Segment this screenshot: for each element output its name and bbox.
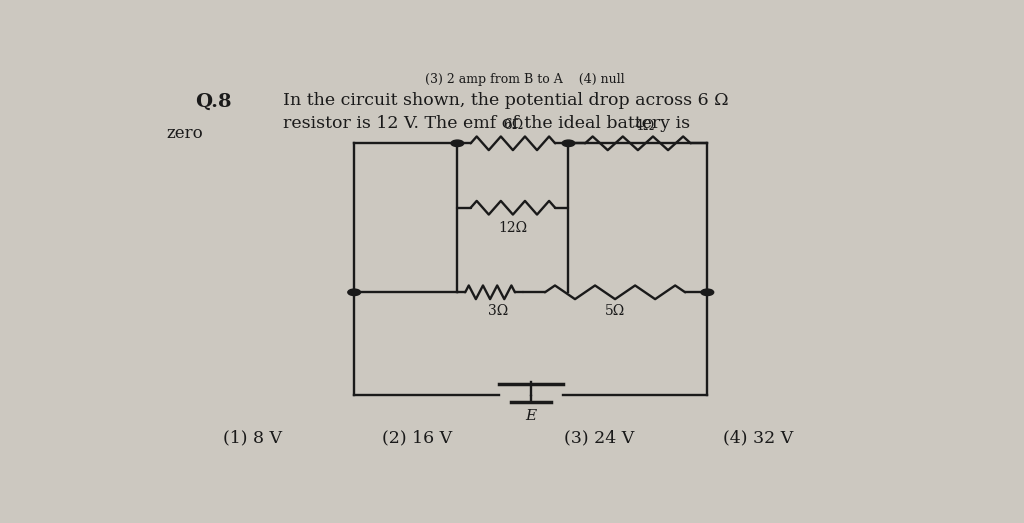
Text: 6Ω: 6Ω [503, 118, 523, 132]
Text: zero: zero [166, 125, 203, 142]
Text: (3) 24 V: (3) 24 V [564, 429, 635, 446]
Text: 4Ω: 4Ω [635, 119, 655, 133]
Text: 3Ω: 3Ω [487, 303, 508, 317]
Text: (4) 32 V: (4) 32 V [723, 429, 794, 446]
Text: (3) 2 amp from B to A    (4) null: (3) 2 amp from B to A (4) null [425, 73, 625, 86]
Text: E: E [525, 409, 537, 423]
Text: (2) 16 V: (2) 16 V [382, 429, 452, 446]
Text: (1) 8 V: (1) 8 V [223, 429, 283, 446]
Text: In the circuit shown, the potential drop across 6 Ω: In the circuit shown, the potential drop… [283, 92, 728, 109]
Circle shape [451, 140, 464, 146]
Circle shape [562, 140, 574, 146]
Text: resistor is 12 V. The emf of the ideal battery is: resistor is 12 V. The emf of the ideal b… [283, 115, 690, 132]
Circle shape [701, 289, 714, 295]
Text: 12Ω: 12Ω [499, 221, 527, 235]
Text: 5Ω: 5Ω [605, 303, 626, 317]
Circle shape [348, 289, 360, 295]
Text: Q.8: Q.8 [196, 93, 232, 111]
